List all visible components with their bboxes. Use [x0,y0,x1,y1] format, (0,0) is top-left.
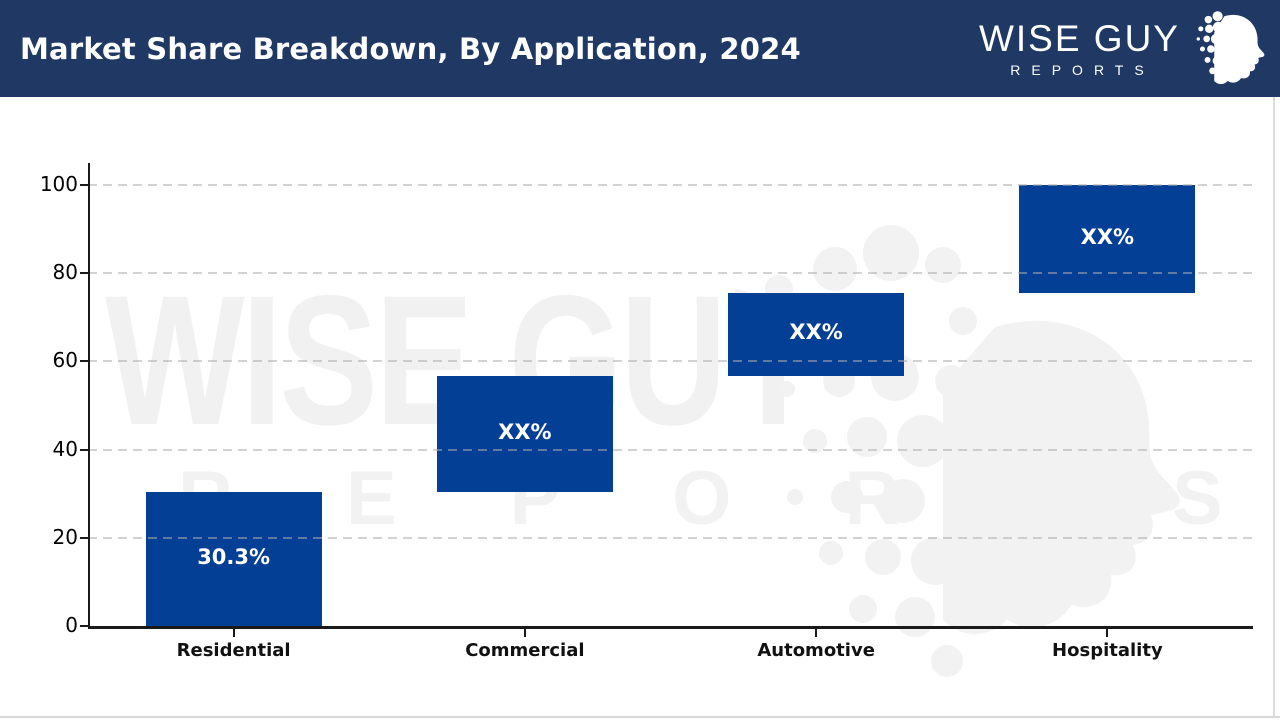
y-tick-label: 20 [52,524,78,549]
y-tick-mark [80,625,88,627]
bar-value-label: XX% [1080,224,1135,249]
y-tick-mark [80,448,88,451]
gridline [88,536,1253,539]
x-axis [88,626,1253,629]
chart-plot-area: WISE GUY R E P O R T S 02040608010030.3%… [0,97,1280,720]
y-tick-label: 60 [52,348,78,373]
y-tick-mark [80,360,88,363]
gridline [88,272,1253,275]
gridline [88,184,1253,186]
dotted-head-icon [1196,11,1265,85]
x-category-label: Automotive [757,640,875,661]
y-tick-label: 0 [65,613,78,637]
x-tick-mark [1106,629,1109,637]
x-category-label: Commercial [465,640,585,661]
bar-commercial: XX% [436,375,613,493]
x-category-label: Residential [176,640,291,661]
bar-value-label: XX% [789,320,843,345]
y-tick-label: 100 [39,172,78,196]
bar-value-label: 30.3% [197,545,271,570]
gridline [88,360,1253,363]
gridline [88,448,1253,451]
bar-hospitality: XX% [1019,185,1196,293]
bar-residential: 30.3% [145,492,322,626]
y-tick-label: 80 [52,260,78,285]
plot-right-border [1273,97,1275,717]
wise-guy-reports-logo: WISE GUY REPORTS [979,4,1268,94]
x-tick-mark [815,629,818,637]
y-tick-label: 40 [52,436,78,461]
x-category-label: Hospitality [1052,640,1163,661]
logo-subtitle: REPORTS [1010,62,1155,78]
y-tick-mark [80,184,88,186]
y-tick-mark [80,536,88,539]
page-title: Market Share Breakdown, By Application, … [20,31,801,66]
logo-wordmark: WISE GUY [978,18,1180,59]
header-bar: Market Share Breakdown, By Application, … [0,0,1280,97]
x-tick-mark [232,629,235,637]
bar-automotive: XX% [728,292,905,376]
logo-text: WISE GUY REPORTS [979,19,1180,79]
bar-value-label: XX% [498,419,552,444]
y-tick-mark [80,272,88,275]
x-tick-mark [523,629,526,637]
y-axis [88,162,90,628]
image-bottom-border [0,716,1280,718]
